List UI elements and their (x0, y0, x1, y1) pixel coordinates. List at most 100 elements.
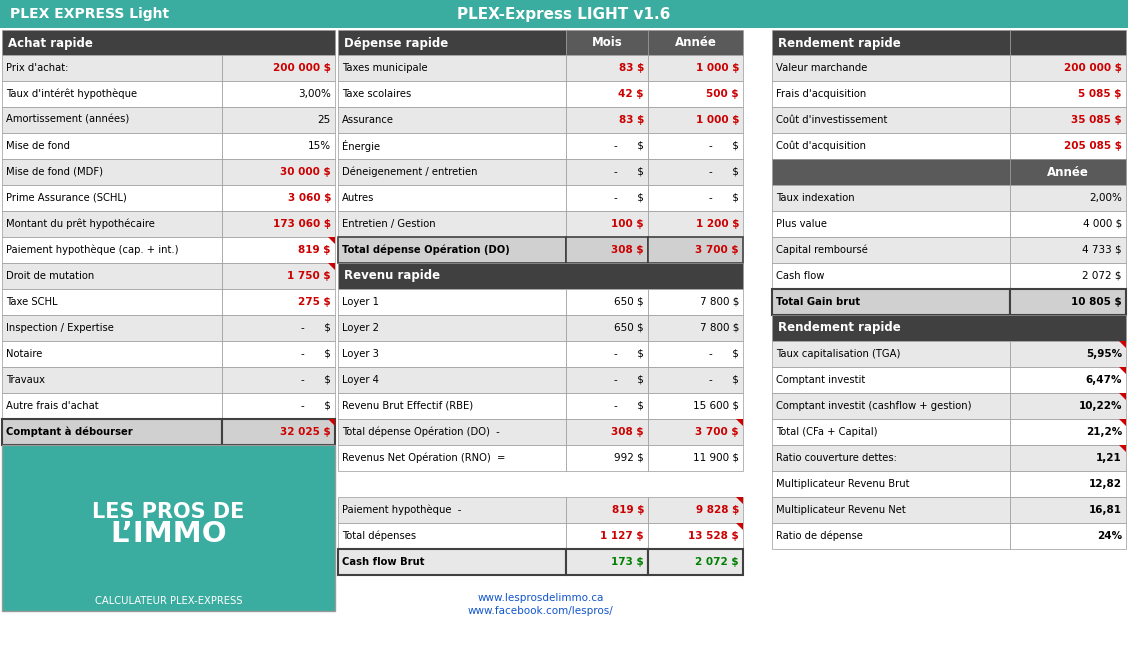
Bar (2, 55, 222, 81)
Text: Total dépenses: Total dépenses (342, 531, 416, 541)
Bar (2, 445, 335, 611)
Text: www.facebook.com/lespros/: www.facebook.com/lespros/ (468, 606, 614, 616)
Text: 25: 25 (318, 115, 331, 125)
Bar (647, 237, 743, 263)
Text: 30 000 $: 30 000 $ (280, 167, 331, 177)
Text: Année: Année (675, 37, 716, 49)
Text: 12,82: 12,82 (1089, 479, 1122, 489)
Bar (772, 159, 1010, 185)
Text: Multiplicateur Revenu Brut: Multiplicateur Revenu Brut (776, 479, 909, 489)
Bar (772, 393, 1010, 419)
Text: CALCULATEUR PLEX-EXPRESS: CALCULATEUR PLEX-EXPRESS (95, 596, 243, 606)
Bar (1010, 497, 1126, 523)
Bar (1010, 159, 1126, 185)
Bar (2, 419, 222, 445)
Bar (647, 107, 743, 133)
Bar (338, 289, 566, 315)
Text: 32 025 $: 32 025 $ (280, 427, 331, 437)
Bar (566, 30, 647, 55)
Bar (222, 315, 335, 341)
Text: Dépense rapide: Dépense rapide (344, 37, 448, 49)
Polygon shape (1119, 393, 1126, 400)
Text: 173 $: 173 $ (611, 557, 644, 567)
Text: Frais d'acquisition: Frais d'acquisition (776, 89, 866, 99)
Bar (1010, 263, 1126, 289)
Text: -      $: - $ (301, 323, 331, 333)
Bar (338, 419, 566, 445)
Text: 35 085 $: 35 085 $ (1072, 115, 1122, 125)
Text: Amortissement (années): Amortissement (années) (6, 115, 130, 125)
Polygon shape (735, 523, 743, 530)
Bar (566, 55, 647, 81)
Bar (647, 341, 743, 367)
Bar (772, 289, 1010, 315)
Bar (2, 159, 222, 185)
Text: Paiement hypothèque (cap. + int.): Paiement hypothèque (cap. + int.) (6, 244, 178, 255)
Bar (338, 30, 566, 55)
Bar (2, 107, 222, 133)
Text: Achat rapide: Achat rapide (8, 37, 92, 49)
Text: 6,47%: 6,47% (1085, 375, 1122, 385)
Bar (566, 81, 647, 107)
Bar (222, 367, 335, 393)
Text: 500 $: 500 $ (706, 89, 739, 99)
Bar (1010, 30, 1126, 55)
Text: 83 $: 83 $ (618, 63, 644, 73)
Text: Droit de mutation: Droit de mutation (6, 271, 95, 281)
Bar (222, 55, 335, 81)
Text: 16,81: 16,81 (1089, 505, 1122, 515)
Bar (647, 315, 743, 341)
Bar (772, 237, 1010, 263)
Text: Rendement rapide: Rendement rapide (778, 322, 901, 334)
Bar (772, 263, 1010, 289)
Bar (772, 497, 1010, 523)
Bar (647, 289, 743, 315)
Text: Taxe scolaires: Taxe scolaires (342, 89, 412, 99)
Text: Cash flow Brut: Cash flow Brut (342, 557, 424, 567)
Text: Taux capitalisation (TGA): Taux capitalisation (TGA) (776, 349, 900, 359)
Text: Loyer 1: Loyer 1 (342, 297, 379, 307)
Text: 1,21: 1,21 (1096, 453, 1122, 463)
Bar (222, 81, 335, 107)
Text: Déneigenement / entretien: Déneigenement / entretien (342, 166, 477, 177)
Text: 42 $: 42 $ (618, 89, 644, 99)
Bar (338, 393, 566, 419)
Text: Ratio de dépense: Ratio de dépense (776, 531, 863, 541)
Polygon shape (735, 497, 743, 504)
Bar (772, 419, 1010, 445)
Bar (647, 133, 743, 159)
Text: Comptant investit (cashflow + gestion): Comptant investit (cashflow + gestion) (776, 401, 971, 411)
Bar (338, 523, 566, 549)
Text: 3 060 $: 3 060 $ (288, 193, 331, 203)
Text: -      $: - $ (614, 193, 644, 203)
Polygon shape (1119, 367, 1126, 374)
Text: Ratio couverture dettes:: Ratio couverture dettes: (776, 453, 897, 463)
Bar (338, 367, 566, 393)
Bar (566, 289, 647, 315)
Text: Montant du prêt hypothécaire: Montant du prêt hypothécaire (6, 218, 155, 229)
Bar (1010, 133, 1126, 159)
Bar (647, 393, 743, 419)
Bar (566, 419, 647, 445)
Bar (1010, 55, 1126, 81)
Bar (1010, 81, 1126, 107)
Text: -      $: - $ (614, 141, 644, 151)
Bar (338, 549, 566, 575)
Text: 11 900 $: 11 900 $ (693, 453, 739, 463)
Text: Mise de fond: Mise de fond (6, 141, 70, 151)
Text: 5 085 $: 5 085 $ (1078, 89, 1122, 99)
Text: 1 127 $: 1 127 $ (600, 531, 644, 541)
Polygon shape (1119, 341, 1126, 348)
Text: 205 085 $: 205 085 $ (1064, 141, 1122, 151)
Text: 7 800 $: 7 800 $ (699, 297, 739, 307)
Text: -      $: - $ (301, 401, 331, 411)
Text: 2,00%: 2,00% (1090, 193, 1122, 203)
Bar (772, 523, 1010, 549)
Bar (1010, 185, 1126, 211)
Bar (566, 497, 647, 523)
Polygon shape (328, 263, 335, 270)
Text: 275 $: 275 $ (298, 297, 331, 307)
Bar (772, 367, 1010, 393)
Bar (772, 133, 1010, 159)
Bar (2, 237, 222, 263)
